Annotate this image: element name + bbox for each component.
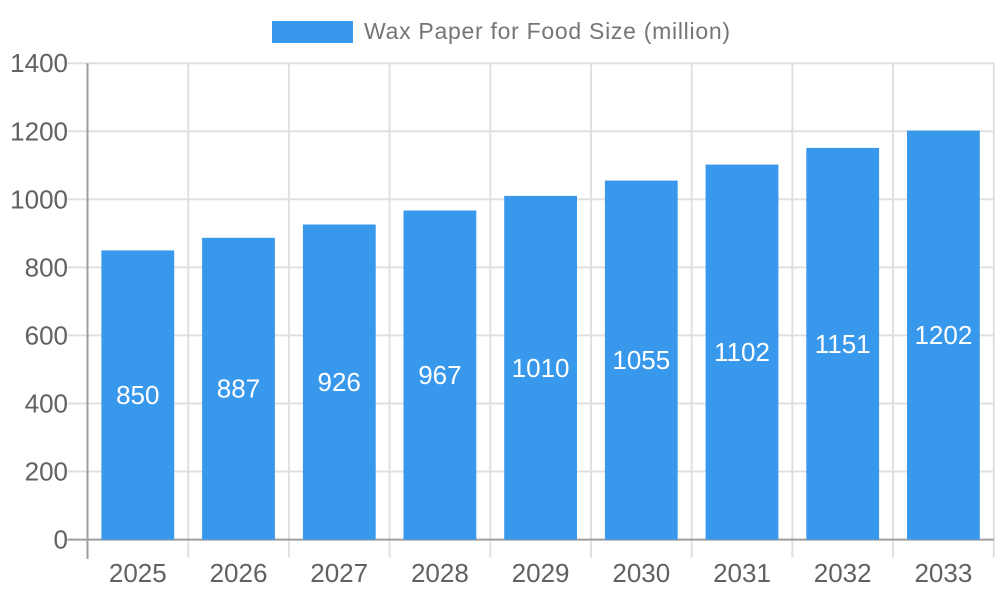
- svg-text:1151: 1151: [815, 329, 871, 359]
- svg-text:800: 800: [25, 252, 68, 282]
- svg-text:2031: 2031: [713, 558, 771, 588]
- svg-text:967: 967: [418, 360, 461, 390]
- svg-text:0: 0: [54, 525, 68, 555]
- svg-text:2028: 2028: [411, 558, 469, 588]
- svg-text:1202: 1202: [914, 320, 972, 350]
- svg-text:1055: 1055: [612, 345, 670, 375]
- svg-text:2030: 2030: [612, 558, 670, 588]
- svg-text:1102: 1102: [714, 337, 770, 367]
- svg-text:Wax Paper for Food Size (milli: Wax Paper for Food Size (million): [364, 18, 731, 44]
- svg-text:400: 400: [25, 389, 68, 419]
- svg-text:2032: 2032: [814, 558, 872, 588]
- svg-text:1010: 1010: [512, 353, 570, 383]
- svg-text:2027: 2027: [310, 558, 368, 588]
- svg-text:1000: 1000: [10, 184, 68, 214]
- svg-text:2025: 2025: [109, 558, 167, 588]
- svg-text:926: 926: [318, 367, 361, 397]
- svg-text:1200: 1200: [10, 116, 68, 146]
- svg-text:600: 600: [25, 320, 68, 350]
- svg-text:887: 887: [217, 374, 260, 404]
- svg-text:850: 850: [116, 380, 159, 410]
- svg-text:2029: 2029: [512, 558, 570, 588]
- svg-text:1400: 1400: [10, 48, 68, 78]
- svg-text:2033: 2033: [914, 558, 972, 588]
- svg-text:200: 200: [25, 457, 68, 487]
- svg-text:2026: 2026: [210, 558, 268, 588]
